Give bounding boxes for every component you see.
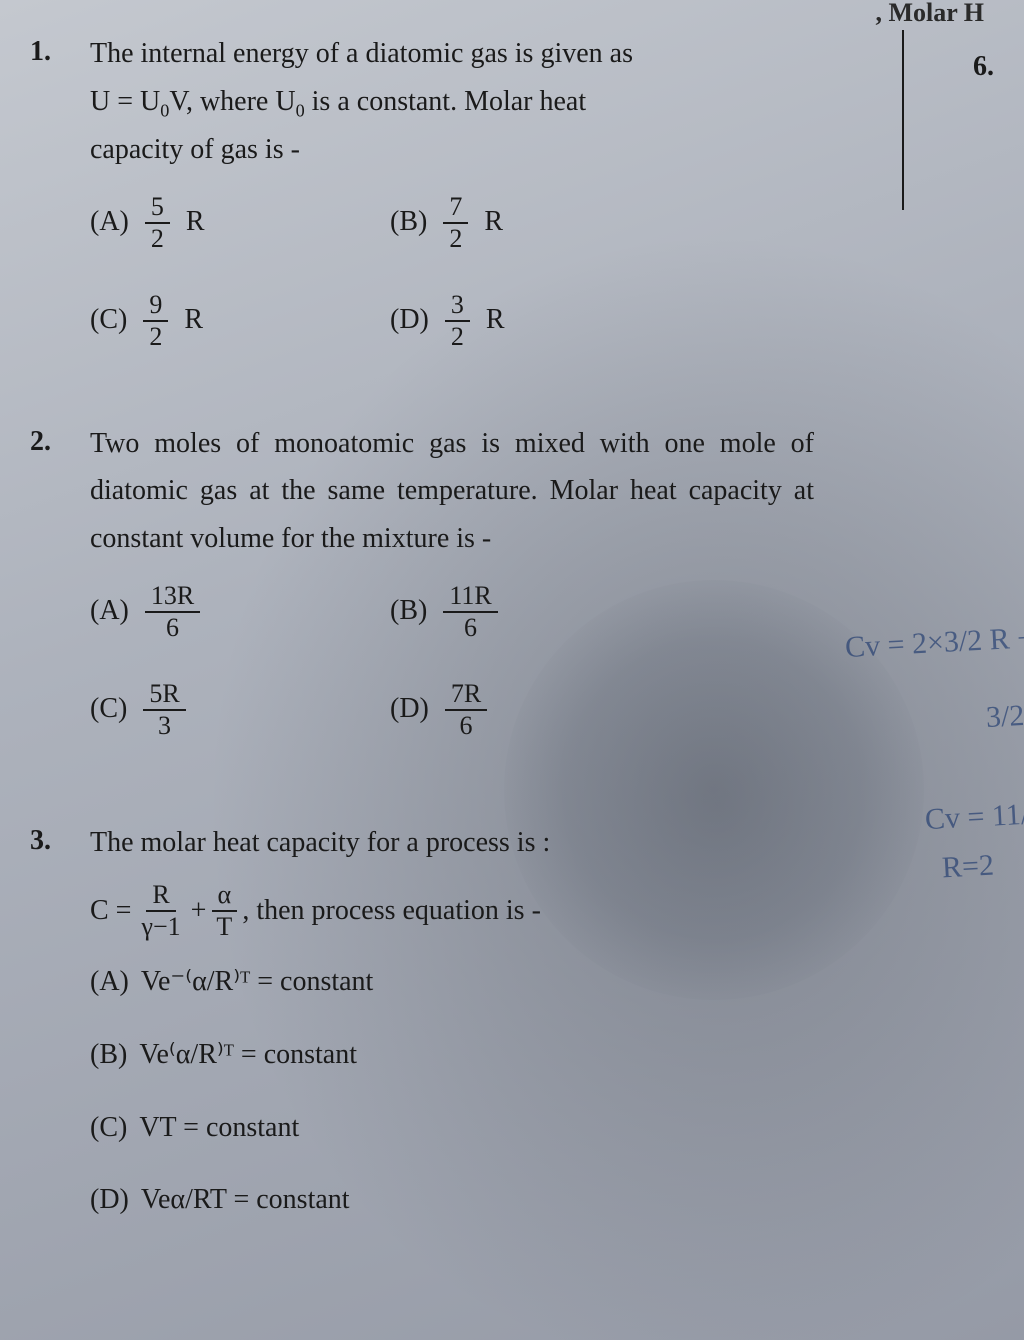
q3-d-text: Veα/RT = constant [141,1178,350,1223]
q3-a-text: Ve⁻⁽α/R⁾ᵀ = constant [141,960,373,1005]
q2-d-label: (D) [390,687,429,732]
q3-b-text: Ve⁽α/R⁾ᵀ = constant [139,1033,357,1078]
q1-a-suffix: R [186,200,205,245]
q3-eq-suffix: , then process equation is - [242,887,541,935]
q2-a-num: 13R [145,583,200,613]
q1-text: The internal energy of a diatomic gas is… [90,30,814,174]
q3-c-label: (C) [90,1106,127,1151]
q2-option-c: (C) 5R3 [90,681,390,739]
q2-c-num: 5R [143,681,185,711]
header-fragment: , Molar H [875,0,984,34]
q1-options: (A) 52 R (B) 72 R (C) 92 R (D) 32 R [90,194,994,350]
q1-option-a: (A) 52 R [90,194,390,252]
q1-number: 1. [30,30,51,75]
q3-frac2-den: T [210,912,238,940]
q1-a-label: (A) [90,200,129,245]
q3-number: 3. [30,819,51,864]
q1-c-suffix: R [184,298,203,343]
q2-b-den: 6 [458,613,483,641]
q3-frac1-num: R [146,882,175,912]
q2-b-label: (B) [390,589,427,634]
q3-a-label: (A) [90,960,129,1005]
q3-options: (A) Ve⁻⁽α/R⁾ᵀ = constant (B) Ve⁽α/R⁾ᵀ = … [90,960,994,1223]
question-1: 1. The internal energy of a diatomic gas… [30,30,994,350]
q1-c-num: 9 [143,292,168,322]
q1-line3: capacity of gas is - [90,134,300,165]
q3-option-a: (A) Ve⁻⁽α/R⁾ᵀ = constant [90,960,994,1005]
q3-text: The molar heat capacity for a process is… [90,819,814,941]
handwriting-3: Cv = 11/6 [924,797,1024,837]
q2-number: 2. [30,420,51,465]
q1-option-c: (C) 92 R [90,292,390,350]
q1-b-label: (B) [390,200,427,245]
q1-line2a: U = U [90,86,160,117]
q2-a-label: (A) [90,589,129,634]
q2-c-den: 3 [152,711,177,739]
q2-text: Two moles of monoatomic gas is mixed wit… [90,420,814,563]
handwriting-4: R=2 [941,849,995,886]
q1-line2c: is a constant. Molar heat [305,86,586,117]
q2-c-label: (C) [90,687,127,732]
q3-eq-prefix: C = [90,887,131,935]
q3-option-d: (D) Veα/RT = constant [90,1178,994,1223]
q1-d-suffix: R [486,298,505,343]
handwriting-2: 3/2 [985,699,1024,735]
q1-b-suffix: R [484,200,503,245]
q3-c-text: VT = constant [139,1106,299,1151]
q1-c-label: (C) [90,298,127,343]
q1-c-den: 2 [143,322,168,350]
q1-b-den: 2 [443,224,468,252]
question-3: 3. The molar heat capacity for a process… [30,819,994,1224]
q2-a-den: 6 [160,613,185,641]
q2-option-a: (A) 13R6 [90,583,390,641]
q2-option-b: (B) 11R6 [390,583,690,641]
q1-a-num: 5 [145,194,170,224]
q1-d-num: 3 [445,292,470,322]
q2-d-num: 7R [445,681,487,711]
q1-d-den: 2 [445,322,470,350]
question-2: 2. Two moles of monoatomic gas is mixed … [30,420,994,739]
q2-option-d: (D) 7R6 [390,681,690,739]
q2-d-den: 6 [454,711,479,739]
q2-b-num: 11R [443,583,497,613]
q1-d-label: (D) [390,298,429,343]
q3-option-c: (C) VT = constant [90,1106,994,1151]
q3-plus: + [191,887,207,935]
q1-b-num: 7 [443,194,468,224]
q1-sub0b: 0 [296,100,305,120]
q3-line1: The molar heat capacity for a process is… [90,827,550,858]
q3-option-b: (B) Ve⁽α/R⁾ᵀ = constant [90,1033,994,1078]
q3-frac2-num: α [212,882,238,912]
q1-line1: The internal energy of a diatomic gas is… [90,38,633,69]
q1-line2b: V, where U [169,86,295,117]
q3-d-label: (D) [90,1178,129,1223]
q1-option-b: (B) 72 R [390,194,690,252]
q3-frac1-den: γ−1 [135,912,186,940]
q1-option-d: (D) 32 R [390,292,690,350]
q1-a-den: 2 [145,224,170,252]
q3-b-label: (B) [90,1033,127,1078]
q1-sub0a: 0 [160,100,169,120]
